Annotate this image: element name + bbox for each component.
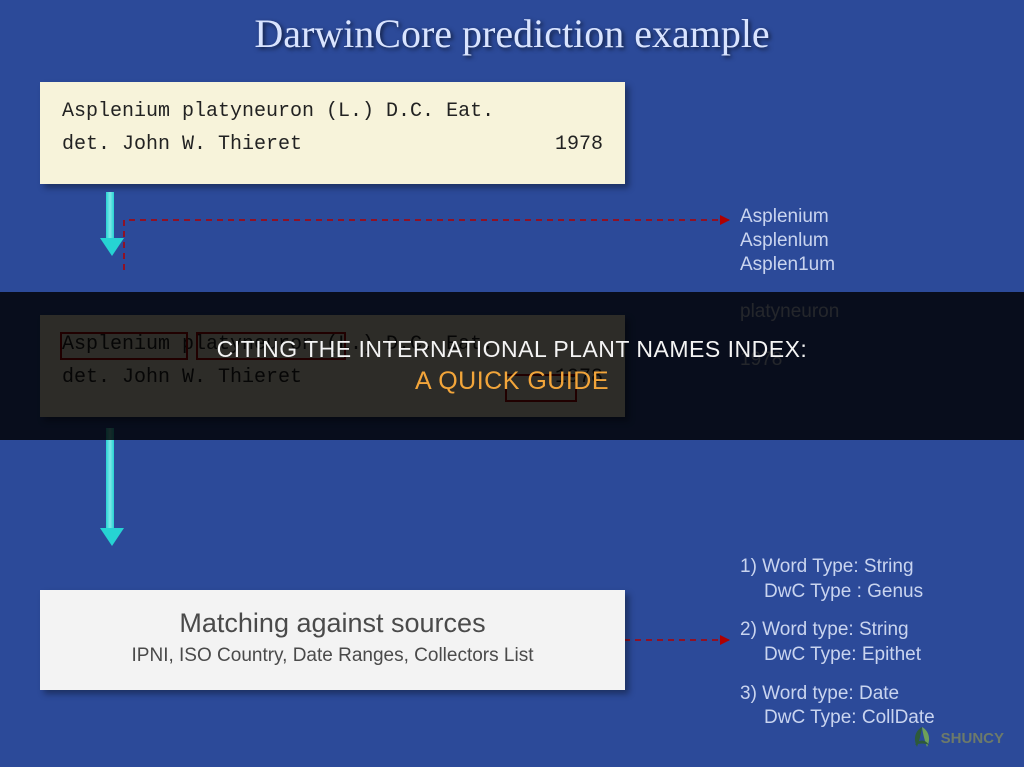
overlay-line1: CITING THE INTERNATIONAL PLANT NAMES IND… [217,336,808,363]
card1-line1: Asplenium platyneuron (L.) D.C. Eat. [62,100,603,123]
ocr-variant-item: Asplenium [740,205,839,229]
arrow2-shaft [106,428,114,528]
matching-title: Matching against sources [40,608,625,639]
overlay-line2: A QUICK GUIDE [415,367,609,396]
shuncy-logo: SHUNCY [909,725,1004,751]
dwc-type-item: 1) Word Type: StringDwC Type : Genus [740,555,935,604]
dwc-type-item: 3) Word type: DateDwC Type: CollDate [740,682,935,731]
arrow1-shaft [106,192,114,238]
slide-title: DarwinCore prediction example [0,10,1024,57]
dwc-types-list: 1) Word Type: StringDwC Type : Genus 2) W… [740,555,935,745]
card1-year: 1978 [555,133,603,156]
arrow2-head [100,528,124,546]
matching-sources-box: Matching against sources IPNI, ISO Count… [40,590,625,690]
card1-line2: det. John W. Thieret 1978 [62,133,603,156]
ocr-variant-item: Asplen1um [740,253,839,277]
arrow-down-1 [100,192,120,256]
ocr-variant-item: Asplenlum [740,229,839,253]
logo-text: SHUNCY [941,730,1004,747]
leaf-icon [909,725,935,751]
card1-det: det. John W. Thieret [62,133,302,156]
matching-subtitle: IPNI, ISO Country, Date Ranges, Collecto… [40,645,625,667]
specimen-card-original: Asplenium platyneuron (L.) D.C. Eat. det… [40,82,625,184]
title-overlay-band: CITING THE INTERNATIONAL PLANT NAMES IND… [0,292,1024,440]
dwc-type-item: 2) Word type: StringDwC Type: Epithet [740,618,935,667]
arrow1-head [100,238,124,256]
arrow-down-2 [100,428,120,546]
slide-root: DarwinCore prediction example Asplenium … [0,0,1024,767]
